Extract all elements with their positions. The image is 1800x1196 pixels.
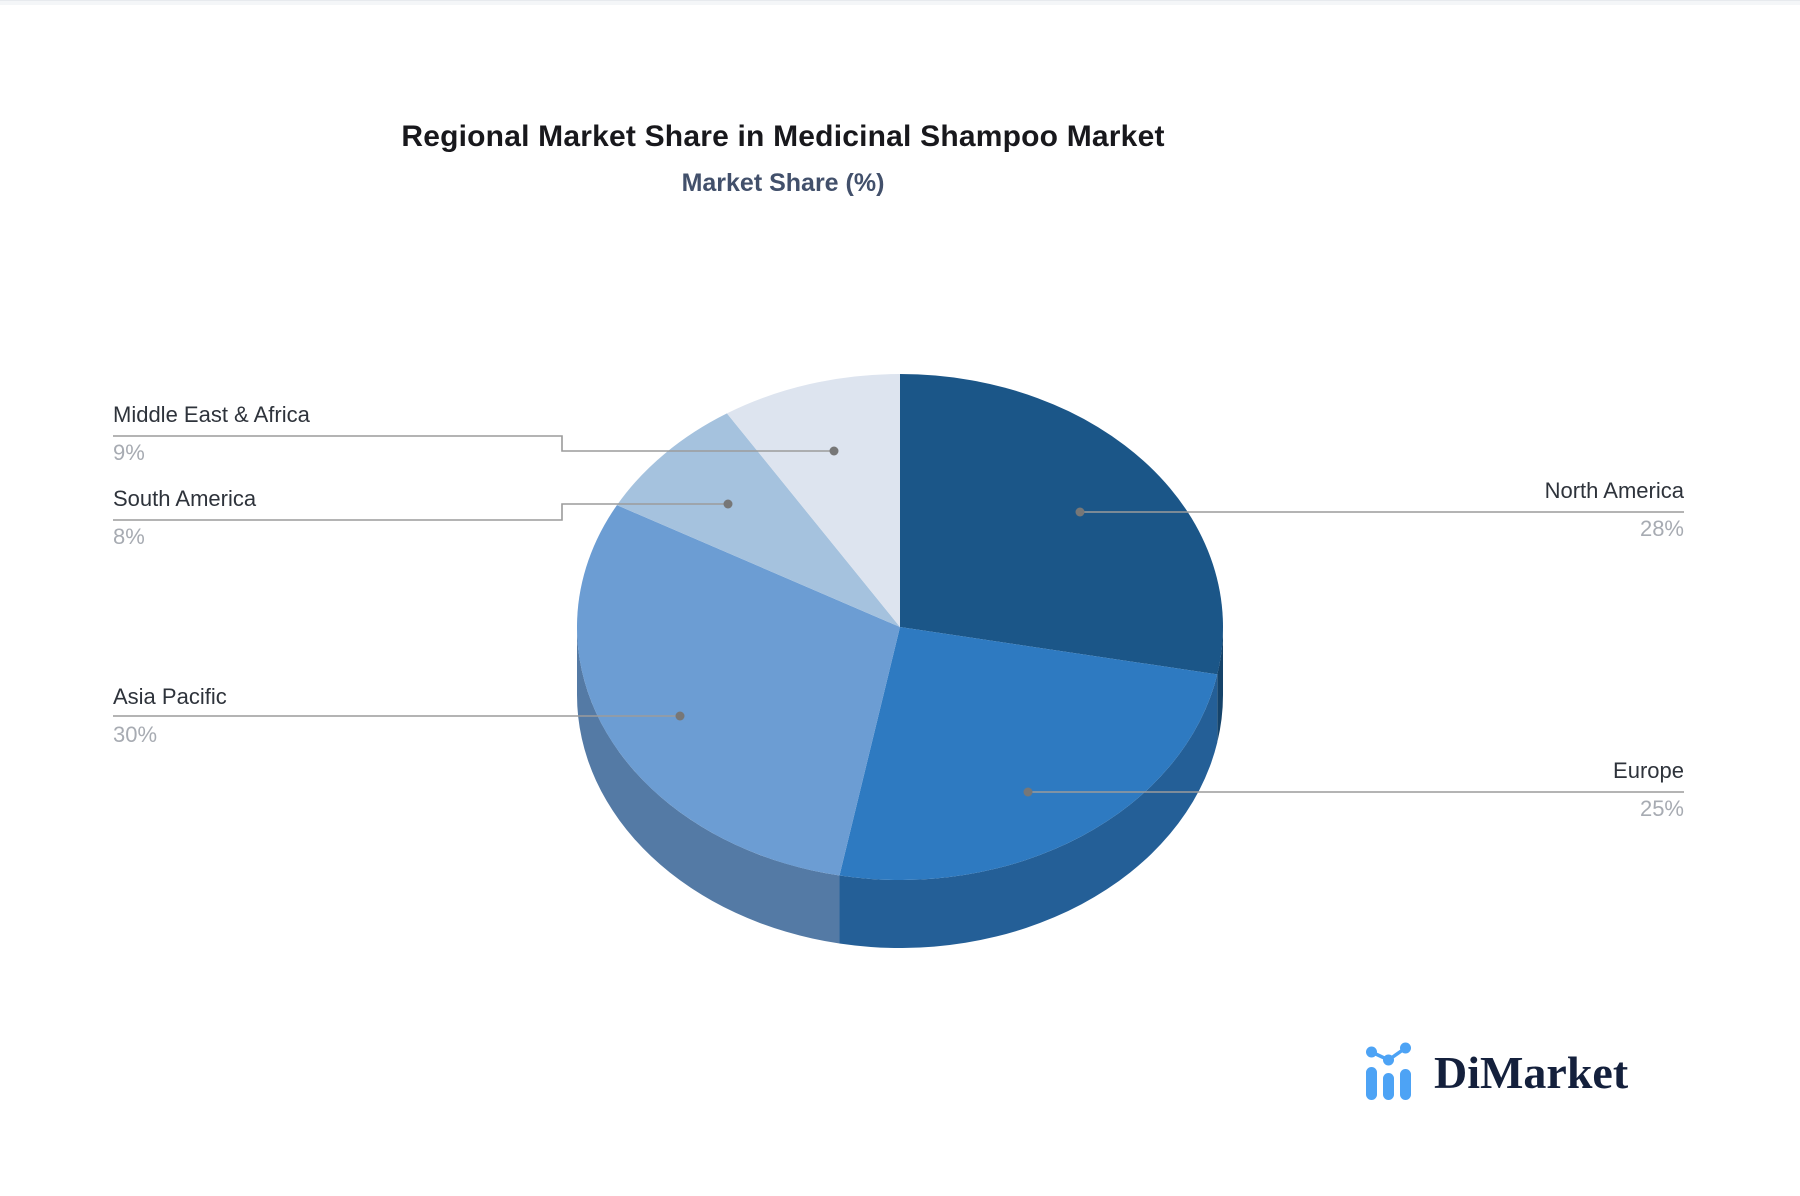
slice-label: South America [113, 486, 257, 511]
callout-dot-asia-pacific [675, 711, 685, 721]
slice-label: Asia Pacific [113, 684, 227, 709]
pie-slice-side-asia-pacific [577, 627, 840, 944]
slice-value: 8% [113, 524, 145, 549]
callout-line-middle-east-africa [113, 435, 834, 452]
dimarket-logo: DiMarket [1362, 1042, 1628, 1102]
slice-value: 28% [1639, 516, 1684, 541]
callout-south-america: South America 8% [113, 486, 256, 550]
pie-slice-asia-pacific[interactable] [576, 505, 900, 876]
callout-europe: Europe 25% [1613, 758, 1684, 822]
pie-slice-north-america[interactable] [900, 374, 1224, 675]
slice-label: Middle East & Africa [113, 402, 310, 427]
callout-dot-europe [1023, 787, 1033, 797]
dimarket-logo-text: DiMarket [1434, 1047, 1629, 1098]
pie-slice-europe[interactable] [839, 627, 1218, 881]
slice-value: 25% [1639, 796, 1684, 821]
pie-slice-south-america[interactable] [616, 413, 900, 627]
chart-subtitle: Market Share (%) [681, 169, 885, 197]
callout-asia-pacific: Asia Pacific 30% [113, 684, 227, 748]
slice-value: 30% [113, 722, 158, 747]
callout-line-south-america [113, 503, 728, 521]
slice-label: Europe [1613, 758, 1684, 783]
slice-label: North America [1544, 478, 1684, 503]
callout-dot-south-america [723, 499, 733, 509]
callout-north-america: North America 28% [1545, 478, 1684, 542]
chart-title: Regional Market Share in Medicinal Shamp… [401, 120, 1165, 153]
callout-dot-north-america [1075, 507, 1085, 517]
pie-slice-middle-east-africa[interactable] [726, 374, 900, 627]
pie-slice-side-north-america [1217, 627, 1223, 743]
top-strip [0, 0, 1800, 5]
slice-value: 9% [113, 440, 145, 465]
callout-middle-east-africa: Middle East & Africa 9% [113, 402, 310, 466]
callout-dot-middle-east-africa [829, 446, 839, 456]
bar-line-chart-icon [1366, 1042, 1411, 1100]
pie-slice-side-europe [839, 674, 1218, 949]
